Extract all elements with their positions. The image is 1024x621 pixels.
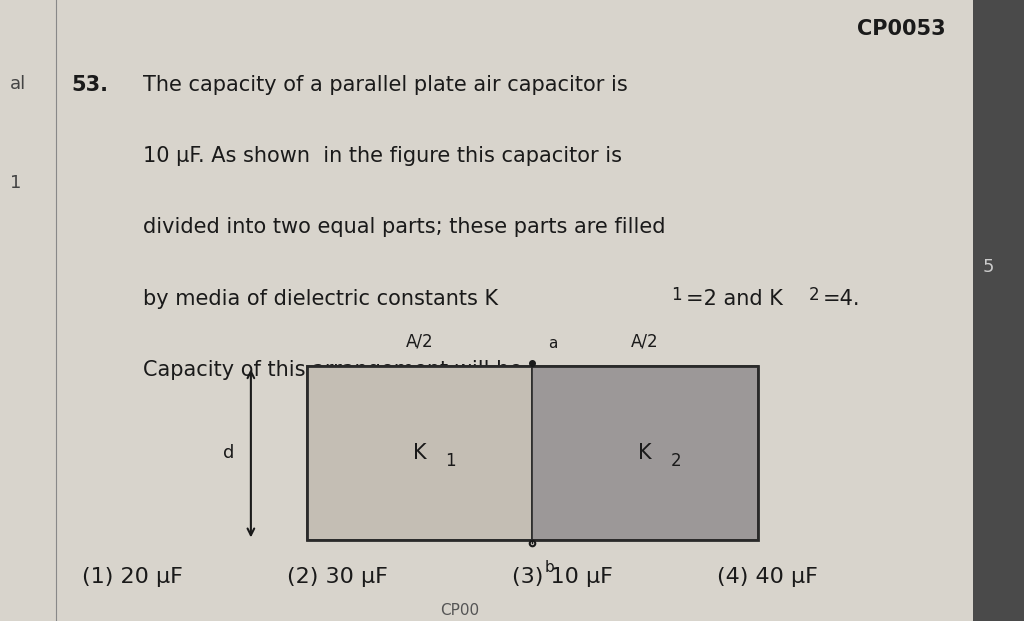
Text: =2 and K: =2 and K xyxy=(686,289,783,309)
Text: (1) 20 μF: (1) 20 μF xyxy=(82,567,183,587)
Text: 1: 1 xyxy=(671,286,681,304)
Text: 53.: 53. xyxy=(72,75,109,94)
Bar xyxy=(307,366,758,540)
Text: by media of dielectric constants K: by media of dielectric constants K xyxy=(143,289,499,309)
Text: d: d xyxy=(222,445,234,462)
Text: Capacity of this arrangement will be :: Capacity of this arrangement will be : xyxy=(143,360,537,380)
Text: K: K xyxy=(638,443,652,463)
Text: (4) 40 μF: (4) 40 μF xyxy=(717,567,818,587)
Text: CP00: CP00 xyxy=(440,603,479,618)
Text: A/2: A/2 xyxy=(632,333,658,351)
FancyBboxPatch shape xyxy=(973,0,1024,621)
Text: al: al xyxy=(10,75,27,93)
Text: 2: 2 xyxy=(809,286,819,304)
Text: CP0053: CP0053 xyxy=(857,19,945,39)
Text: 2: 2 xyxy=(671,452,681,469)
Text: 10 μF. As shown  in the figure this capacitor is: 10 μF. As shown in the figure this capac… xyxy=(143,146,623,166)
Text: 5: 5 xyxy=(983,258,994,276)
Text: =4.: =4. xyxy=(822,289,860,309)
Text: b: b xyxy=(545,560,555,575)
Text: 1: 1 xyxy=(10,174,22,192)
Text: K: K xyxy=(413,443,427,463)
Text: a: a xyxy=(548,336,557,351)
Text: 1: 1 xyxy=(445,452,456,469)
Bar xyxy=(307,366,532,540)
Text: A/2: A/2 xyxy=(407,333,433,351)
Text: The capacity of a parallel plate air capacitor is: The capacity of a parallel plate air cap… xyxy=(143,75,628,94)
Text: (3) 10 μF: (3) 10 μF xyxy=(512,567,613,587)
Bar xyxy=(532,366,758,540)
Text: (2) 30 μF: (2) 30 μF xyxy=(287,567,388,587)
Text: divided into two equal parts; these parts are filled: divided into two equal parts; these part… xyxy=(143,217,666,237)
FancyBboxPatch shape xyxy=(0,0,973,621)
